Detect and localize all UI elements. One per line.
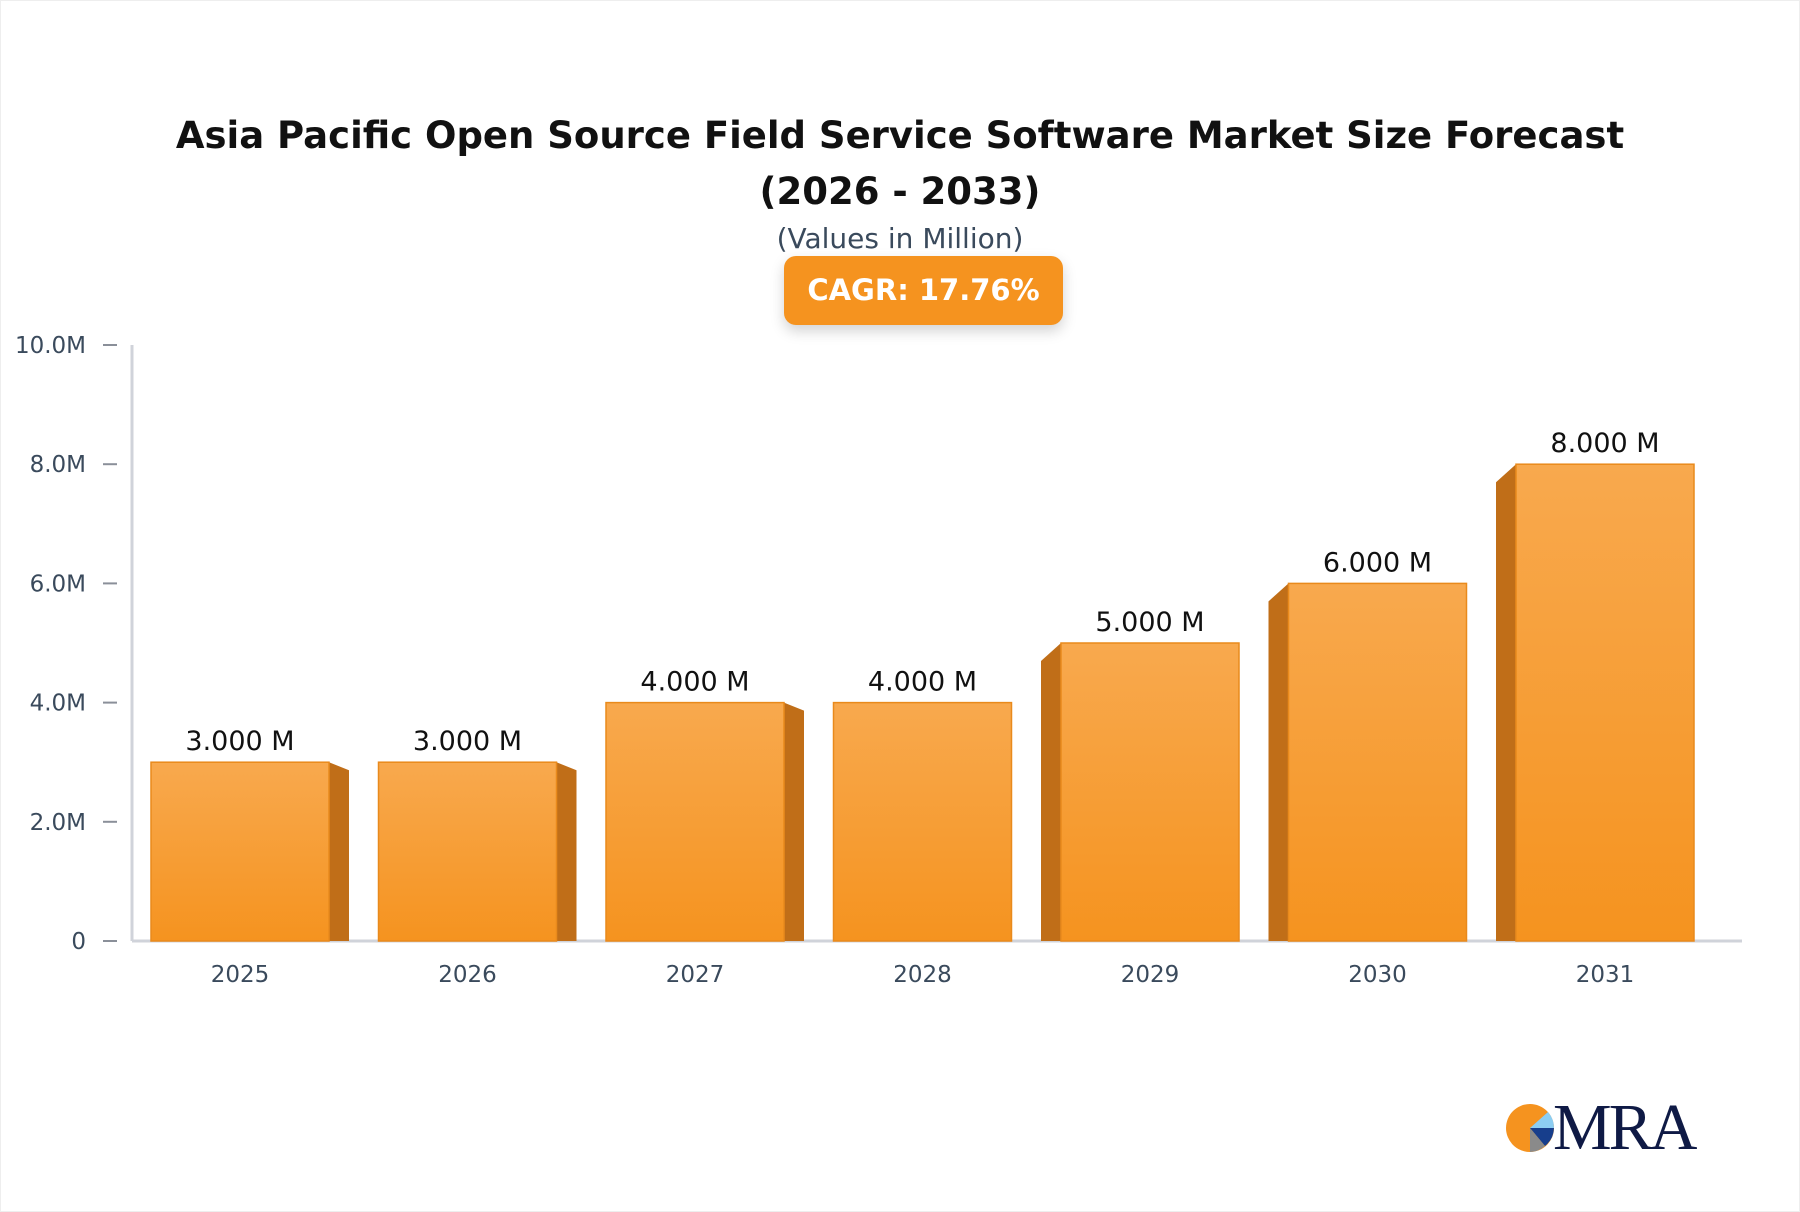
bar xyxy=(1287,582,1468,942)
y-tick-label: 10.0M xyxy=(15,333,86,359)
bar-value-label: 3.000 M xyxy=(413,726,522,757)
bar xyxy=(377,761,558,942)
bar-value-label: 3.000 M xyxy=(185,726,294,757)
y-tick-label: 6.0M xyxy=(30,571,86,597)
y-tick-label: 2.0M xyxy=(30,810,86,836)
cagr-badge: CAGR: 17.76% xyxy=(784,256,1063,325)
y-tick-label: 4.0M xyxy=(30,691,86,717)
y-tick-label: 0 xyxy=(71,929,86,955)
bar-side xyxy=(1041,643,1061,941)
bar xyxy=(1515,463,1695,942)
y-tick-label: 8.0M xyxy=(30,452,86,478)
x-tick-label: 2031 xyxy=(1576,962,1635,988)
x-tick-label: 2027 xyxy=(666,962,725,988)
bar-value-label: 4.000 M xyxy=(640,667,749,698)
bar xyxy=(605,701,785,942)
bar-side xyxy=(1268,583,1289,941)
chart-subtitle: (Values in Million) xyxy=(776,222,1024,255)
mra-logo: MRA xyxy=(1505,1091,1697,1164)
bar-side xyxy=(784,702,804,941)
bar-side xyxy=(1496,464,1516,941)
logo-text: MRA xyxy=(1553,1091,1697,1164)
bar xyxy=(832,701,1013,942)
bar-value-label: 8.000 M xyxy=(1550,428,1659,459)
bar-value-label: 6.000 M xyxy=(1323,547,1432,578)
x-tick-label: 2030 xyxy=(1348,962,1407,988)
bar-value-label: 5.000 M xyxy=(1095,607,1204,638)
x-tick-label: 2028 xyxy=(893,962,952,988)
chart-title: Asia Pacific Open Source Field Service S… xyxy=(175,114,1625,213)
x-tick-label: 2026 xyxy=(438,962,497,988)
x-tick-label: 2025 xyxy=(211,962,270,988)
bar-side xyxy=(556,762,577,941)
pie-logo-icon xyxy=(1506,1104,1555,1152)
x-tick-label: 2029 xyxy=(1121,962,1180,988)
bar xyxy=(150,761,330,942)
bar-side xyxy=(329,762,349,941)
bar-value-label: 4.000 M xyxy=(868,667,977,698)
bar xyxy=(1060,642,1240,942)
